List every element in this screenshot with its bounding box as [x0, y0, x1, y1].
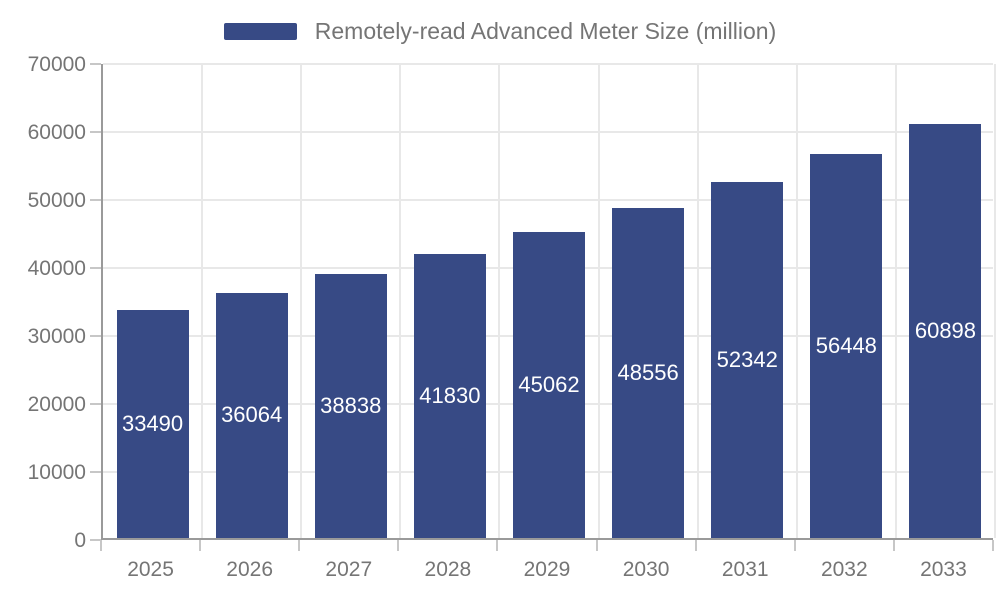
gridline-horizontal	[103, 63, 993, 65]
y-axis-label: 30000	[27, 325, 86, 348]
plot-area: 33490 36064 38838 41830 45062 48556 52342 56448…	[101, 63, 996, 540]
y-axis-label: 40000	[27, 257, 86, 280]
x-axis-tick	[793, 540, 796, 551]
bar-2028[interactable]: 41830	[413, 253, 486, 538]
bar-2025[interactable]: 33490	[116, 310, 189, 538]
x-axis-label: 2032	[820, 558, 868, 581]
x-axis-tick	[992, 540, 994, 551]
bar-2033[interactable]: 60898	[909, 123, 982, 538]
bar-value-label: 48556	[617, 359, 679, 385]
y-axis-tick	[90, 539, 101, 541]
bar-value-label: 56448	[815, 333, 877, 359]
x-axis-tick	[397, 540, 400, 551]
y-axis-label: 70000	[27, 53, 86, 76]
x-axis-label: 2025	[127, 558, 174, 581]
gridline-vertical	[399, 64, 402, 538]
bar-value-label: 33490	[121, 411, 184, 437]
y-axis-tick	[90, 403, 101, 405]
y-axis-label: 0	[74, 529, 86, 552]
x-axis-tick	[496, 540, 499, 551]
bar-2030[interactable]: 48556	[612, 207, 685, 538]
x-axis-label: 2028	[424, 558, 472, 581]
y-axis-label: 60000	[27, 121, 86, 144]
bar-2026[interactable]: 36064	[215, 292, 288, 538]
bar-value-label: 45062	[518, 371, 580, 397]
gridline-vertical	[300, 64, 303, 538]
y-axis-label: 10000	[27, 461, 86, 484]
y-axis-tick	[90, 131, 101, 133]
gridline-vertical	[498, 64, 501, 538]
bar-2027[interactable]: 38838	[314, 273, 387, 538]
y-axis-tick	[90, 63, 101, 65]
x-axis-tick	[199, 540, 202, 551]
bar-value-label: 38838	[320, 392, 382, 418]
x-axis-tick	[298, 540, 301, 551]
x-axis-label: 2027	[325, 558, 373, 581]
x-axis-label: 2030	[622, 558, 670, 581]
bar-value-label: 60898	[914, 317, 977, 343]
chart-legend[interactable]: Remotely-read Advanced Meter Size (milli…	[0, 18, 1000, 45]
y-axis-tick	[90, 199, 101, 201]
y-axis-tick	[90, 471, 101, 473]
x-axis-label: 2026	[226, 558, 274, 581]
bar-2029[interactable]: 45062	[513, 231, 585, 538]
x-axis-label: 2033	[920, 558, 967, 581]
x-axis-label: 2029	[523, 558, 571, 581]
bar-value-label: 36064	[221, 402, 283, 428]
gridline-vertical	[894, 64, 897, 538]
x-axis-tick	[892, 540, 895, 551]
bar-value-label: 52342	[716, 347, 778, 373]
gridline-vertical	[201, 64, 204, 538]
x-axis-tick	[100, 540, 102, 551]
gridline-horizontal	[103, 131, 993, 133]
gridline-vertical	[795, 64, 798, 538]
gridline-vertical	[597, 64, 600, 538]
bar-value-label: 41830	[419, 382, 481, 408]
legend-swatch	[223, 23, 297, 40]
gridline-vertical	[696, 64, 699, 538]
y-axis-tick	[90, 267, 101, 269]
bar-2031[interactable]: 52342	[711, 182, 784, 538]
gridline-vertical	[994, 64, 996, 538]
x-axis-tick	[694, 540, 697, 551]
x-axis-tick	[595, 540, 598, 551]
y-axis-label: 50000	[27, 189, 86, 212]
legend-label: Remotely-read Advanced Meter Size (milli…	[314, 18, 777, 44]
bar-2032[interactable]: 56448	[810, 154, 883, 538]
gridline-horizontal	[103, 199, 993, 201]
y-axis-tick	[90, 335, 101, 337]
y-axis-label: 20000	[27, 393, 86, 416]
x-axis-label: 2031	[721, 558, 769, 581]
